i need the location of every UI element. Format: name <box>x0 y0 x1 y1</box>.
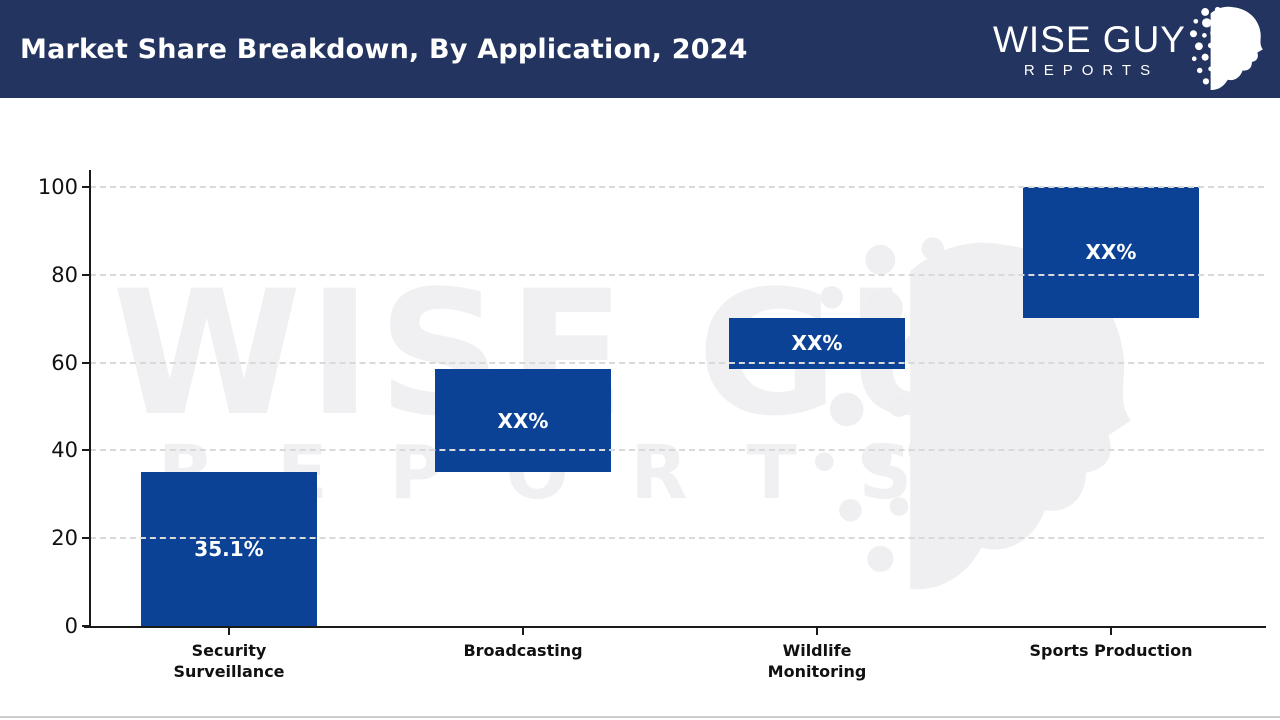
gridline-60 <box>90 361 1264 364</box>
x-category-label: Sports Production <box>1029 641 1193 660</box>
logo-wordmark: WISE GUY <box>992 18 1186 60</box>
logo-text: WISE GUY REPORTS <box>993 21 1186 78</box>
bar-value-label: XX% <box>1085 240 1137 265</box>
gridline-100 <box>90 186 1264 188</box>
y-tick-label-40: 40 <box>51 438 78 463</box>
gridline-40 <box>90 449 1264 452</box>
wise-guy-logo: WISE GUY REPORTS <box>993 0 1266 98</box>
gridline-20 <box>90 537 1264 540</box>
y-tick-100 <box>82 186 90 188</box>
y-tick-40 <box>82 449 90 452</box>
bar-value-label: 35.1% <box>194 536 264 561</box>
page-title: Market Share Breakdown, By Application, … <box>20 33 748 65</box>
x-tick-2 <box>816 628 818 635</box>
y-tick-60 <box>82 361 90 364</box>
watermark-head-icon <box>805 237 1131 590</box>
bar-sports-production: XX% <box>1023 187 1199 318</box>
y-tick-label-60: 60 <box>51 350 78 375</box>
y-tick-label-0: 0 <box>64 614 78 638</box>
y-tick-label-20: 20 <box>51 526 78 551</box>
header-bar: Market Share Breakdown, By Application, … <box>0 0 1280 98</box>
bottom-divider <box>0 716 1280 718</box>
x-tick-3 <box>1110 628 1112 635</box>
y-tick-label-100: 100 <box>37 175 78 199</box>
bar-security-surveillance: 35.1% <box>141 471 317 626</box>
bar-value-label: XX% <box>497 408 549 433</box>
x-axis-spine <box>84 626 1266 628</box>
x-category-label: Wildlife Monitoring <box>767 641 867 681</box>
bar-broadcasting: XX% <box>435 369 611 472</box>
gridline-80 <box>90 273 1264 276</box>
y-tick-label-80: 80 <box>51 262 78 287</box>
y-axis-spine <box>89 170 91 628</box>
x-tick-0 <box>228 628 230 635</box>
bar-wildlife-monitoring: XX% <box>729 317 905 370</box>
x-category-label: Security Surveillance <box>173 641 285 681</box>
x-tick-1 <box>522 628 524 635</box>
logo-subtitle: REPORTS <box>1023 61 1160 79</box>
bar-value-label: XX% <box>791 331 843 356</box>
logo-head-icon <box>1189 6 1263 91</box>
x-category-label: Broadcasting <box>463 641 583 660</box>
y-tick-20 <box>82 537 90 540</box>
y-tick-80 <box>82 273 90 276</box>
